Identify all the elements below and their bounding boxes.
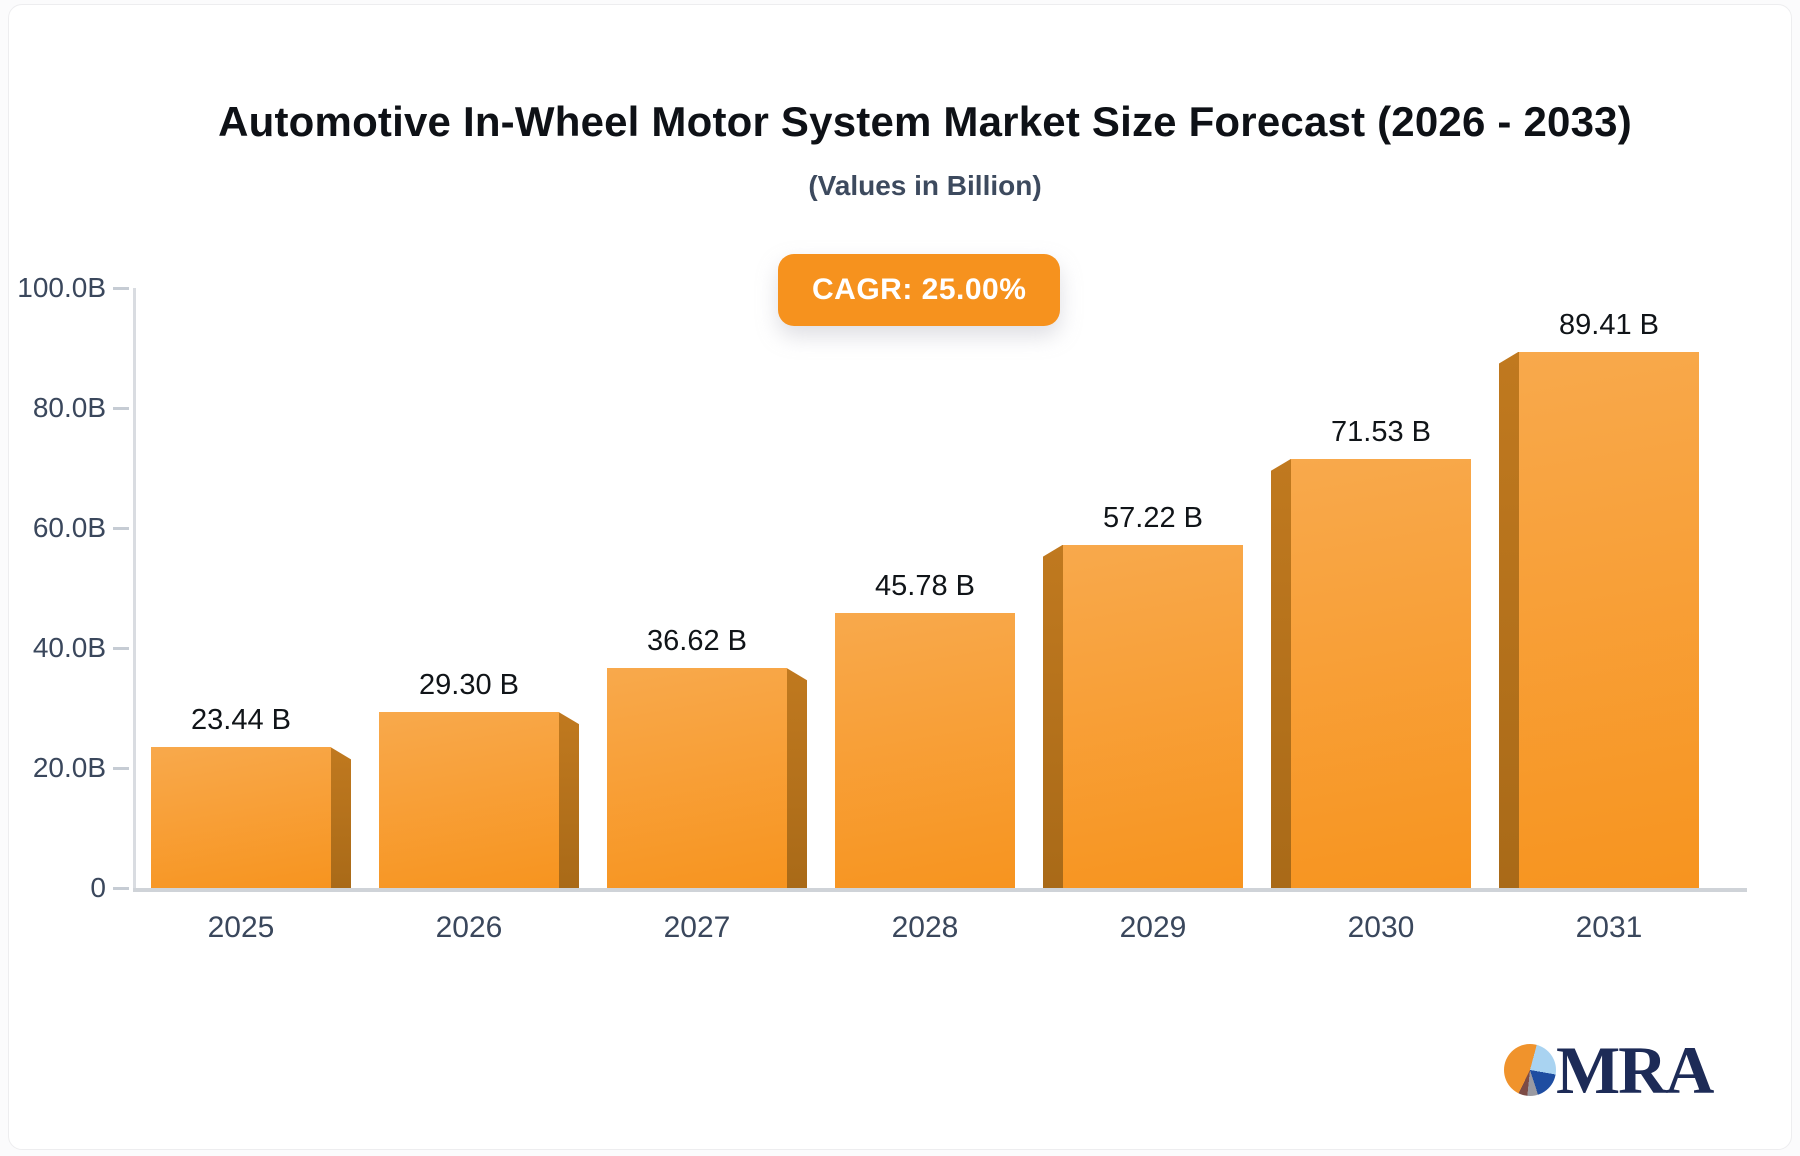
bar-2030: [1291, 458, 1471, 888]
bar-side-face: [1499, 351, 1519, 888]
y-axis-tick-mark: [113, 887, 129, 890]
bar-value-label: 57.22 B: [1103, 501, 1203, 534]
brand-logo: MRA: [1504, 1028, 1764, 1118]
y-axis-tick-label: 60.0B: [32, 512, 106, 543]
y-axis-tick-mark: [113, 647, 129, 650]
x-axis-label-2025: 2025: [207, 911, 275, 944]
bar-2026: [379, 712, 559, 888]
chart-title: Automotive In-Wheel Motor System Market …: [218, 98, 1632, 145]
y-axis-tick-label: 40.0B: [32, 632, 106, 663]
x-axis-label-2026: 2026: [435, 911, 503, 944]
y-axis-tick-mark: [113, 527, 129, 530]
logo-text: MRA: [1556, 1032, 1714, 1108]
bar-value-label: 23.44 B: [191, 704, 291, 737]
bar-2028: [835, 613, 1015, 888]
x-axis-label-2031: 2031: [1575, 911, 1643, 944]
bar-value-label: 89.41 B: [1559, 308, 1659, 341]
x-axis-label-2027: 2027: [663, 911, 731, 944]
bar-value-label: 71.53 B: [1331, 415, 1431, 448]
bar-value-label: 45.78 B: [875, 570, 975, 603]
chart-subtitle: (Values in Billion): [808, 170, 1042, 201]
y-axis-tick-mark: [113, 287, 129, 290]
y-axis-tick-label: 80.0B: [32, 392, 106, 423]
bar-side-face: [331, 747, 351, 888]
bar-side-face: [1271, 458, 1291, 888]
y-axis-tick-label: 20.0B: [32, 752, 106, 783]
bar-side-face: [559, 712, 579, 888]
chart-card: [8, 4, 1792, 1150]
cagr-badge: CAGR: 25.00%: [778, 254, 1061, 326]
x-axis-label-2028: 2028: [891, 911, 959, 944]
logo-pie-icon: [1504, 1044, 1556, 1096]
bar-2025: [151, 747, 331, 888]
bar-2027: [607, 668, 787, 888]
bar-side-face: [787, 668, 807, 888]
bar-side-face: [1043, 544, 1063, 888]
x-axis-line: [133, 888, 1747, 892]
y-axis-tick-mark: [113, 767, 129, 770]
bar-2029: [1063, 544, 1243, 888]
x-axis-label-2029: 2029: [1119, 911, 1187, 944]
bar-value-label: 36.62 B: [647, 625, 747, 658]
y-axis-line: [133, 288, 136, 891]
y-axis-tick-mark: [113, 407, 129, 410]
y-axis-tick-label: 0: [90, 872, 106, 903]
x-axis-label-2030: 2030: [1347, 911, 1415, 944]
bar-value-label: 29.30 B: [419, 669, 519, 702]
bar-2031: [1519, 351, 1699, 888]
y-axis-tick-label: 100.0B: [17, 272, 106, 303]
